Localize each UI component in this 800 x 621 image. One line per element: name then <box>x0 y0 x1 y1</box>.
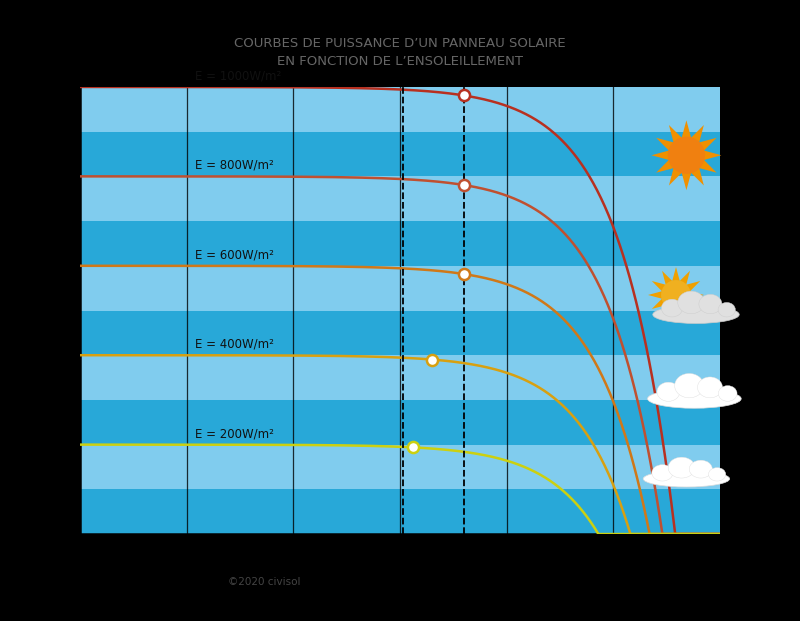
Text: U(V): U(V) <box>726 548 764 563</box>
Bar <box>80 355 720 400</box>
Ellipse shape <box>653 306 739 324</box>
Polygon shape <box>690 291 704 299</box>
Circle shape <box>709 468 726 481</box>
Circle shape <box>662 299 682 317</box>
Polygon shape <box>680 271 690 284</box>
Bar <box>80 445 720 489</box>
Polygon shape <box>682 120 691 138</box>
Polygon shape <box>656 138 674 150</box>
Polygon shape <box>682 173 691 190</box>
Text: E = 600W/m²: E = 600W/m² <box>195 248 274 261</box>
Polygon shape <box>691 168 704 186</box>
Polygon shape <box>691 125 704 142</box>
Polygon shape <box>699 138 717 150</box>
Polygon shape <box>669 125 682 142</box>
Polygon shape <box>651 150 669 160</box>
Polygon shape <box>648 291 662 299</box>
Circle shape <box>690 460 712 478</box>
Polygon shape <box>652 299 666 309</box>
Circle shape <box>698 377 722 398</box>
Polygon shape <box>672 309 680 323</box>
Text: (A): (A) <box>45 58 70 73</box>
Circle shape <box>718 386 737 401</box>
Bar <box>80 221 720 266</box>
Bar <box>80 132 720 176</box>
Polygon shape <box>699 160 717 173</box>
Polygon shape <box>662 306 672 319</box>
Bar <box>80 400 720 445</box>
Bar <box>80 266 720 310</box>
Bar <box>80 87 720 132</box>
Text: E = 200W/m²: E = 200W/m² <box>195 427 274 440</box>
Circle shape <box>668 137 705 174</box>
Circle shape <box>699 294 722 314</box>
Text: EN FONCTION DE L’ENSOLEILLEMENT: EN FONCTION DE L’ENSOLEILLEMENT <box>277 55 523 68</box>
Polygon shape <box>652 281 666 291</box>
Bar <box>80 176 720 221</box>
Circle shape <box>661 280 691 310</box>
Text: E = 400W/m²: E = 400W/m² <box>195 338 274 351</box>
Text: COURBES DE PUISSANCE D’UN PANNEAU SOLAIRE: COURBES DE PUISSANCE D’UN PANNEAU SOLAIR… <box>234 37 566 50</box>
Circle shape <box>668 457 695 478</box>
Text: E = 800W/m²: E = 800W/m² <box>195 159 274 172</box>
Circle shape <box>678 291 705 314</box>
Text: $U_{MPP}$: $U_{MPP}$ <box>418 587 450 603</box>
Polygon shape <box>672 267 680 281</box>
Polygon shape <box>669 168 682 186</box>
Polygon shape <box>680 306 690 319</box>
Circle shape <box>718 302 735 317</box>
Circle shape <box>657 382 680 401</box>
Polygon shape <box>686 281 700 291</box>
Polygon shape <box>662 271 672 284</box>
Ellipse shape <box>643 471 730 487</box>
Circle shape <box>652 465 673 481</box>
Text: ©2020 civisol: ©2020 civisol <box>228 577 300 587</box>
Polygon shape <box>656 160 674 173</box>
Polygon shape <box>704 150 722 160</box>
Text: E = 1000W/m²: E = 1000W/m² <box>195 70 282 83</box>
Polygon shape <box>686 299 700 309</box>
Circle shape <box>674 373 704 398</box>
Bar <box>80 489 720 534</box>
Ellipse shape <box>648 389 741 408</box>
Bar <box>80 310 720 355</box>
